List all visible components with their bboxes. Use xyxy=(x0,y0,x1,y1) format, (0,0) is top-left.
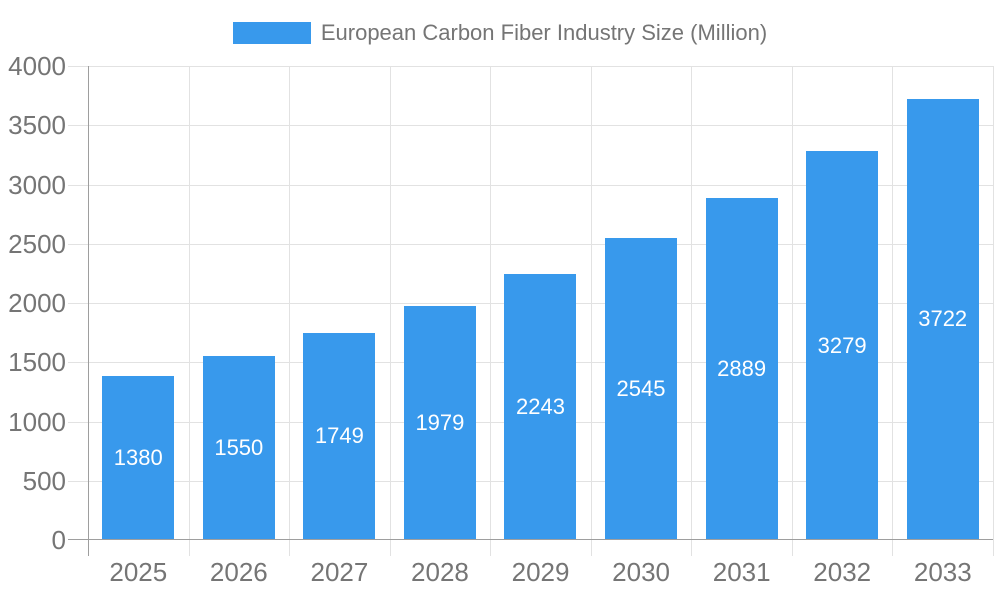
y-axis-label: 3500 xyxy=(8,110,66,141)
y-axis-tick xyxy=(68,362,88,364)
y-axis-tick xyxy=(68,66,88,67)
legend-label: European Carbon Fiber Industry Size (Mil… xyxy=(320,20,768,45)
legend-swatch-icon xyxy=(232,22,311,44)
gridline-vertical xyxy=(389,66,391,540)
x-axis-tick xyxy=(892,540,894,556)
gridline-vertical xyxy=(892,66,894,540)
y-axis-line xyxy=(88,66,89,556)
gridline-vertical xyxy=(791,66,793,540)
x-axis-tick xyxy=(691,540,693,556)
y-axis-tick xyxy=(68,184,88,186)
bar-value-label: 1550 xyxy=(214,435,264,461)
bar-value-label: 2889 xyxy=(717,355,767,381)
y-axis-tick xyxy=(68,303,88,304)
bar[interactable]: 1749 xyxy=(303,332,376,540)
x-axis-label: 2026 xyxy=(209,557,268,587)
y-axis-label: 1000 xyxy=(8,406,66,437)
bar-value-label: 2545 xyxy=(616,376,666,402)
plot-area: 1380 1550 1749 1979 2243 2545 2889 3279 3722 xyxy=(68,66,994,556)
x-axis-tick xyxy=(188,540,190,556)
bar-group: 2243 xyxy=(490,66,591,540)
y-axis-label: 500 xyxy=(22,465,66,496)
gridline-vertical xyxy=(590,66,592,540)
x-axis-tick xyxy=(389,540,391,556)
gridline-horizontal xyxy=(88,184,993,186)
gridline-vertical xyxy=(691,66,693,540)
y-axis-label: 1500 xyxy=(8,347,66,378)
bar[interactable]: 2889 xyxy=(705,197,778,540)
x-axis-tick xyxy=(289,540,291,556)
gridline-vertical xyxy=(490,66,492,540)
gridline-horizontal xyxy=(88,243,993,245)
gridline-vertical xyxy=(993,66,994,540)
bar[interactable]: 2545 xyxy=(605,238,678,540)
gridline-vertical xyxy=(289,66,291,540)
y-axis-label: 2000 xyxy=(8,288,66,318)
legend[interactable]: European Carbon Fiber Industry Size (Mil… xyxy=(0,22,1000,44)
bar[interactable]: 1380 xyxy=(102,376,175,540)
bar-value-label: 1979 xyxy=(415,409,465,435)
bar-group: 1550 xyxy=(189,66,290,540)
bar-group: 1380 xyxy=(88,66,189,540)
bar-value-label: 3279 xyxy=(817,332,867,358)
bar-value-label: 2243 xyxy=(516,394,565,420)
x-axis-label: 2031 xyxy=(712,557,771,587)
bar[interactable]: 2243 xyxy=(504,274,577,540)
x-axis-label: 2033 xyxy=(913,557,972,587)
x-axis-label: 2032 xyxy=(813,557,872,587)
bar-value-label: 1380 xyxy=(113,445,163,471)
bar-group: 2889 xyxy=(691,66,792,540)
x-axis-label: 2030 xyxy=(612,557,671,587)
bar-group: 3722 xyxy=(892,66,993,540)
x-axis-tick xyxy=(490,540,492,556)
x-axis-labels: 2025 2026 2027 2028 2029 2030 2031 2032 2033 xyxy=(88,556,993,588)
x-axis-line xyxy=(68,539,993,540)
y-axis-tick xyxy=(68,125,88,127)
y-axis-label: 0 xyxy=(51,525,66,555)
y-axis-tick xyxy=(68,243,88,245)
x-axis-tick xyxy=(590,540,592,556)
bar[interactable]: 3279 xyxy=(806,151,879,540)
x-axis-label: 2025 xyxy=(109,557,168,587)
x-axis-label: 2027 xyxy=(310,557,369,587)
bar-group: 3279 xyxy=(792,66,893,540)
x-axis-label: 2028 xyxy=(411,557,469,587)
x-axis-tick xyxy=(993,540,994,556)
y-axis-label: 4000 xyxy=(8,51,66,81)
bar[interactable]: 1550 xyxy=(202,356,275,540)
x-axis-tick xyxy=(791,540,793,556)
x-axis-label: 2029 xyxy=(511,557,570,587)
bar-group: 1979 xyxy=(390,66,491,540)
bar[interactable]: 1979 xyxy=(403,305,476,540)
y-axis-tick xyxy=(68,480,88,482)
bar-value-label: 1749 xyxy=(314,423,364,449)
y-axis-tick xyxy=(68,421,88,423)
gridline-horizontal xyxy=(88,66,993,67)
gridline-horizontal xyxy=(88,125,993,127)
bar-group: 1749 xyxy=(289,66,390,540)
bar-group: 2545 xyxy=(591,66,692,540)
y-axis-label: 3000 xyxy=(8,169,66,200)
gridline-vertical xyxy=(188,66,190,540)
bar-value-label: 3722 xyxy=(918,306,968,332)
bar[interactable]: 3722 xyxy=(906,98,979,540)
y-axis-label: 2500 xyxy=(8,228,66,259)
